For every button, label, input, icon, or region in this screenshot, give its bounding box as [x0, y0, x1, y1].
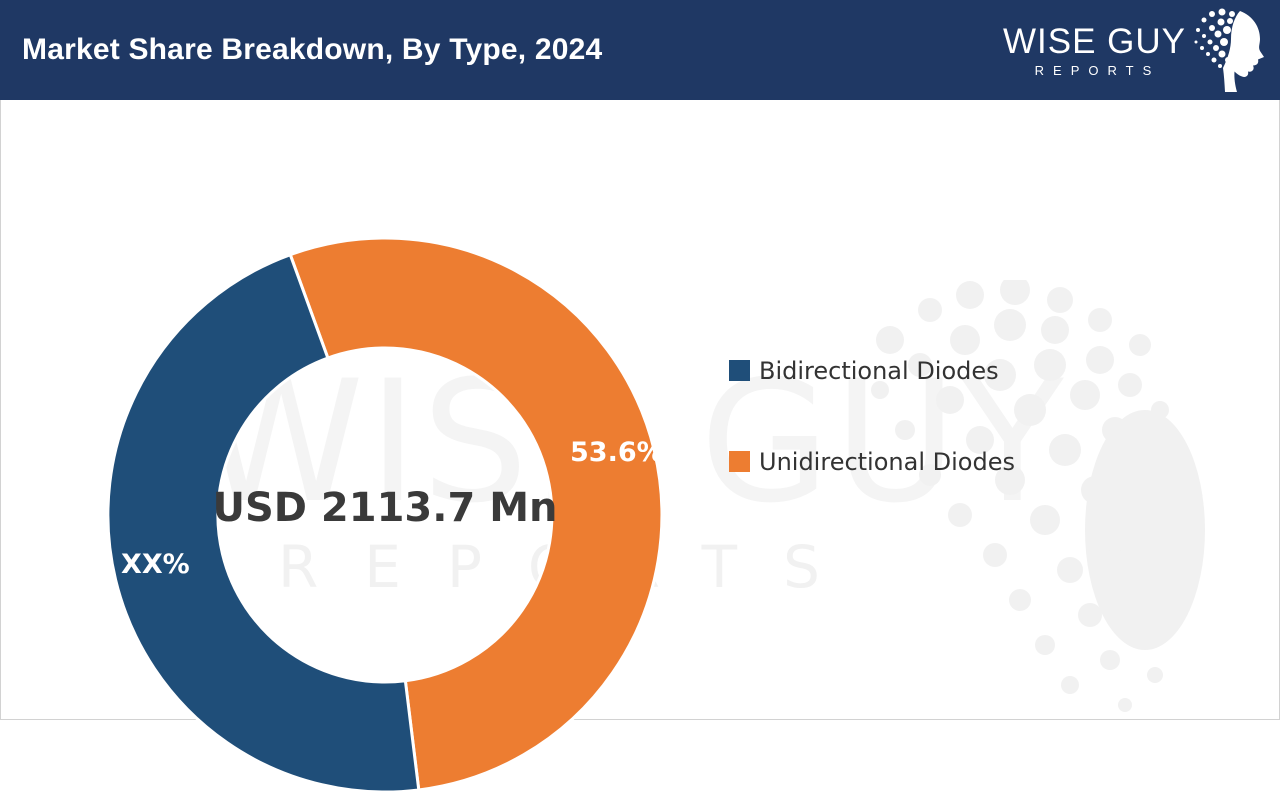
legend-swatch-unidirectional	[729, 451, 750, 472]
legend: Bidirectional Diodes Unidirectional Diod…	[729, 356, 1015, 476]
watermark-face-dots	[871, 280, 1205, 712]
slice-label-unidirectional: 53.6%	[570, 437, 664, 468]
legend-swatch-bidirectional	[729, 360, 750, 381]
legend-item-unidirectional: Unidirectional Diodes	[729, 447, 1015, 476]
center-value-label: USD 2113.7 Mn	[212, 485, 558, 531]
logo-text: WISE GUY REPORTS	[1003, 24, 1186, 78]
wise-guy-face-icon	[1194, 8, 1264, 92]
legend-label-unidirectional: Unidirectional Diodes	[759, 447, 1015, 476]
header: Market Share Breakdown, By Type, 2024 WI…	[0, 0, 1280, 100]
wise-guy-logo: WISE GUY REPORTS	[1003, 8, 1266, 94]
logo-wordmark: WISE GUY	[1002, 22, 1186, 61]
legend-label-bidirectional: Bidirectional Diodes	[759, 356, 999, 385]
legend-item-bidirectional: Bidirectional Diodes	[729, 356, 1015, 385]
logo-reports-label: REPORTS	[1034, 63, 1161, 78]
page-title: Market Share Breakdown, By Type, 2024	[22, 33, 603, 66]
donut-slice-bidirectional	[106, 253, 421, 794]
slice-label-bidirectional: XX%	[121, 549, 190, 580]
chart-area: WISE GUY REPORTS USD 2113.7 Mn 53.6% XX%	[0, 100, 1280, 794]
